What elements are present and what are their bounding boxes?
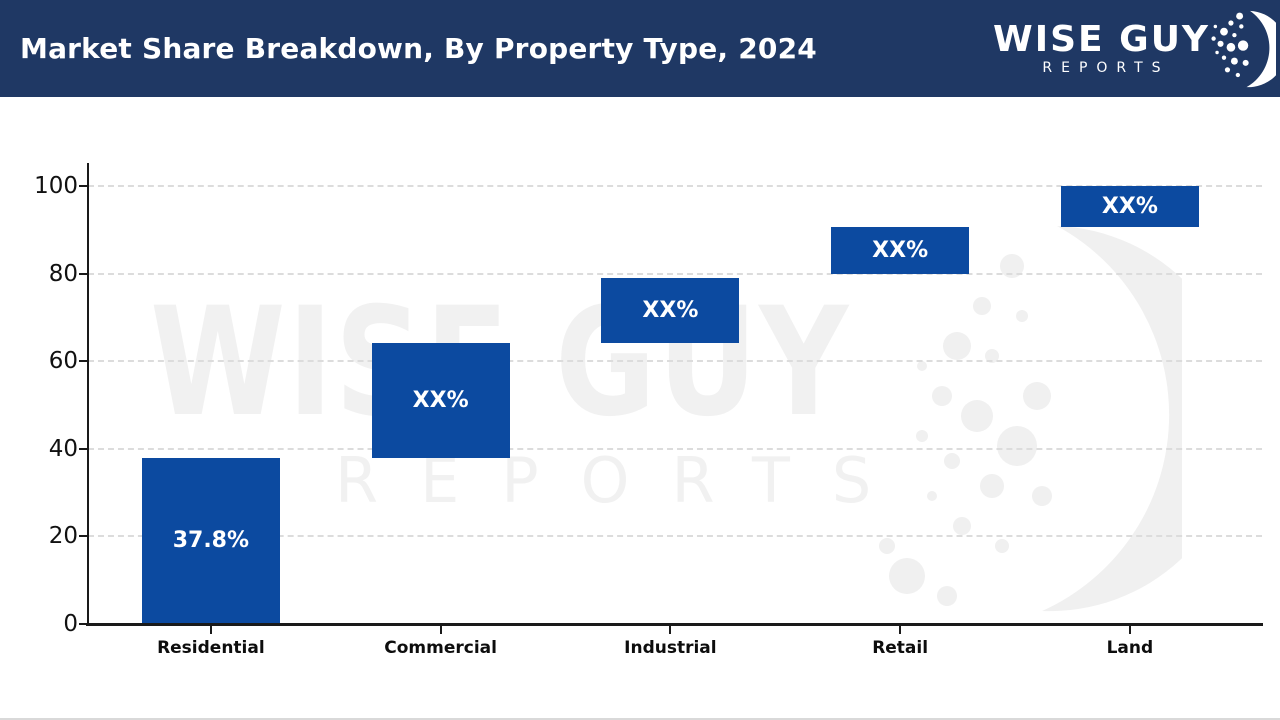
face-profile-icon [1211,10,1276,87]
y-tick-label-100: 100 [34,173,78,199]
logo-subtitle: REPORTS [1042,60,1170,76]
y-tick-label-0: 0 [63,610,78,637]
watermark-subtitle: REPORTS [335,444,914,517]
wise-guy-logo: WISE GUY REPORTS [993,0,1280,97]
header: Market Share Breakdown, By Property Type… [0,0,1280,97]
gridline-20 [88,535,1262,537]
bar-value-label: XX% [412,388,469,414]
x-tick-label-commercial: Commercial [384,638,497,658]
y-tick-0 [79,622,88,625]
y-axis-spine [87,163,89,625]
x-tick-industrial [669,626,672,634]
bar-value-label: 37.8% [172,528,250,554]
x-tick-land [1128,626,1131,634]
x-tick-label-residential: Residential [157,638,265,658]
y-tick-label-40: 40 [48,435,78,462]
x-tick-retail [899,626,902,634]
y-tick-60 [79,360,88,362]
logo-text: WISE GUY REPORTS [992,19,1210,76]
bar-value-label: XX% [872,238,929,264]
bar-retail: XX% [831,227,970,275]
y-tick-label-60: 60 [48,348,78,374]
x-axis-line [86,623,1263,626]
y-tick-100 [79,185,88,187]
y-tick-20 [79,535,88,537]
bottom-divider [0,718,1280,720]
y-tick-40 [79,447,88,450]
watermark-face-icon [879,226,1182,612]
x-tick-residential [209,626,212,634]
gridline-60 [88,360,1262,362]
bar-industrial: XX% [601,278,740,344]
y-tick-label-20: 20 [48,523,78,549]
bar-value-label: XX% [642,298,699,324]
bar-residential: 37.8% [141,458,280,624]
x-tick-commercial [439,626,442,634]
gridline-80 [88,272,1262,275]
gridline-100 [88,185,1262,187]
page-title: Market Share Breakdown, By Property Type… [20,32,817,65]
x-tick-label-industrial: Industrial [624,638,717,658]
bar-commercial: XX% [371,343,510,459]
bar-land: XX% [1060,186,1199,227]
y-tick-label-80: 80 [48,260,78,287]
bar-value-label: XX% [1101,193,1158,219]
gridline-40 [88,447,1262,450]
x-tick-label-land: Land [1106,638,1154,658]
y-tick-80 [79,272,88,275]
logo-wordmark: WISE GUY [992,19,1210,60]
x-tick-label-retail: Retail [872,638,929,658]
